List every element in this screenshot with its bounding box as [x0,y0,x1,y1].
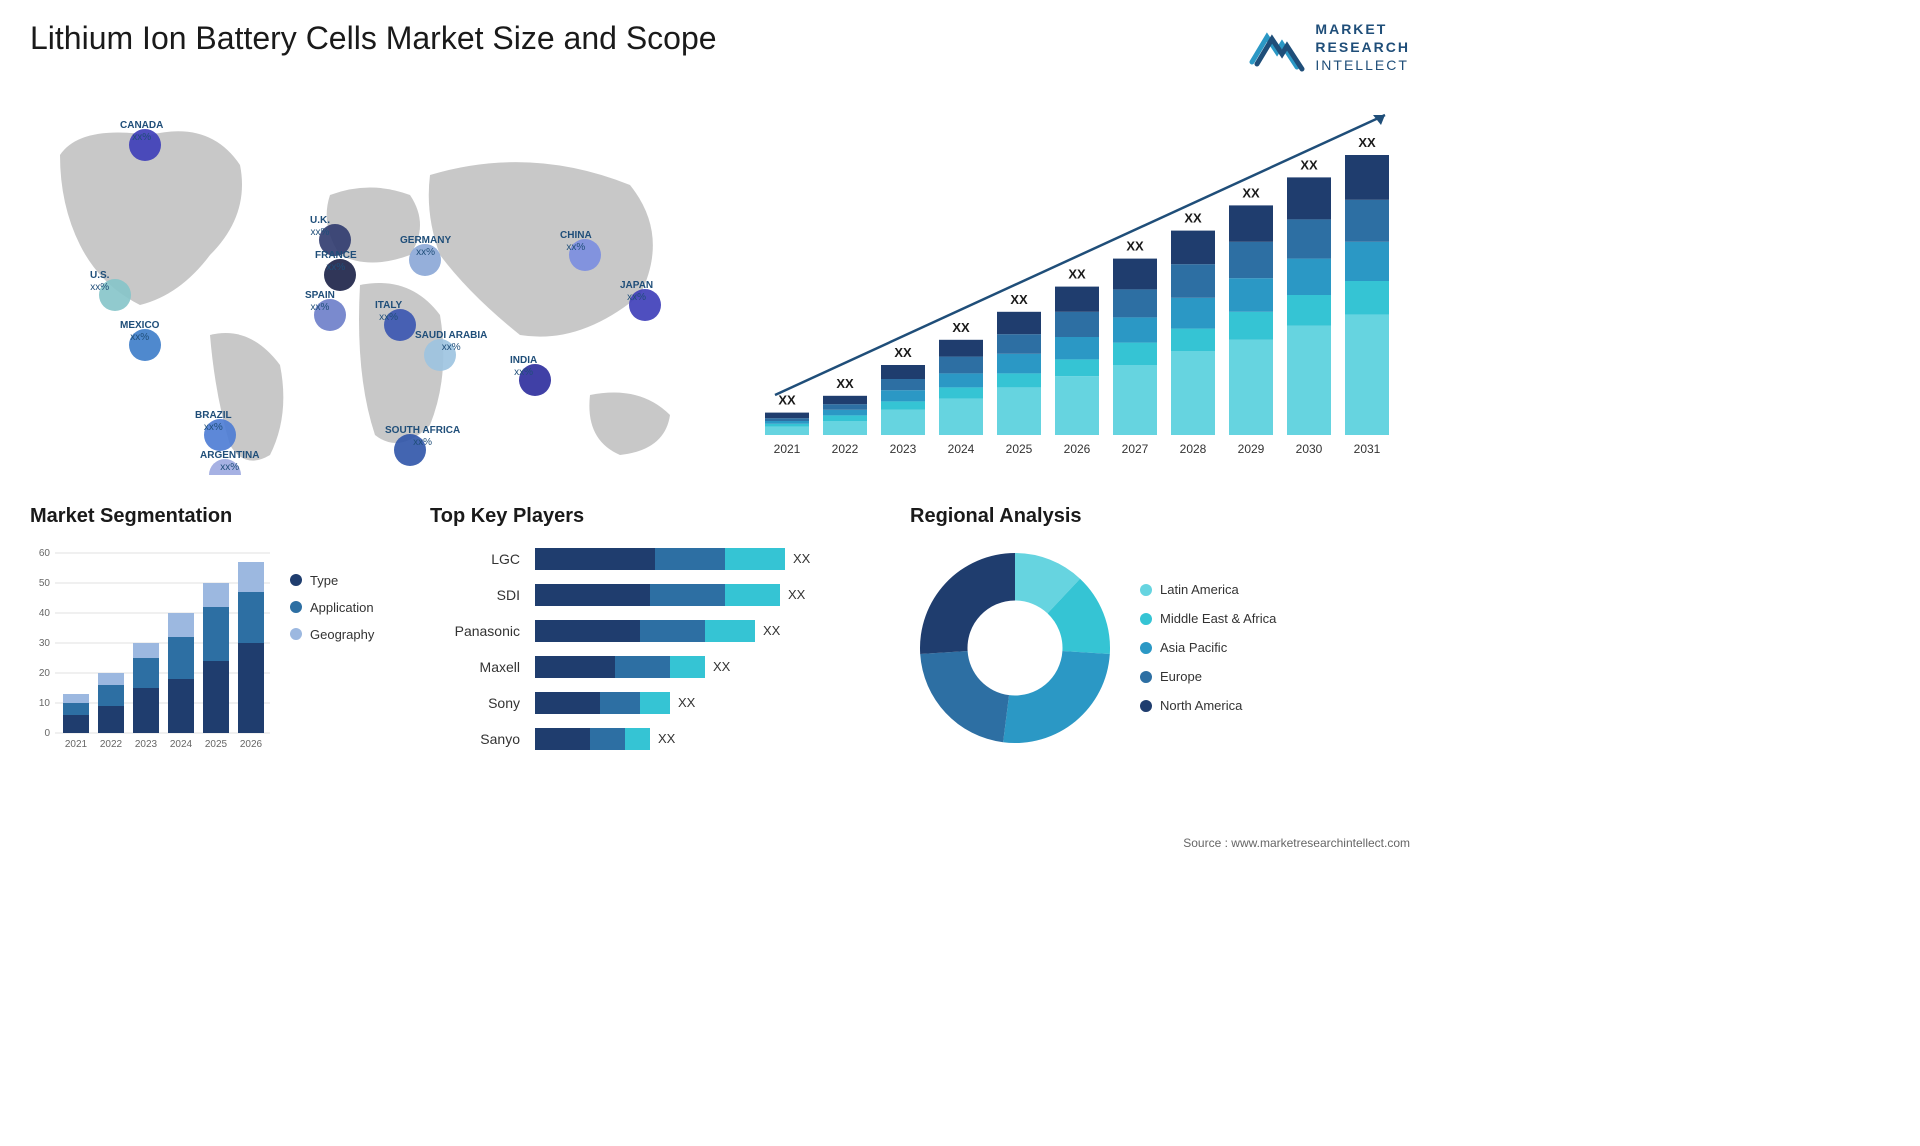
svg-text:2026: 2026 [1064,442,1091,456]
svg-text:60: 60 [39,548,51,559]
svg-text:50: 50 [39,578,51,589]
svg-text:2022: 2022 [100,739,123,750]
world-map: CANADAxx% U.S.xx% MEXICOxx% BRAZILxx% ARGENT… [30,95,710,475]
donut-chart [910,543,1120,753]
svg-text:10: 10 [39,698,51,709]
logo: MARKET RESEARCH INTELLECT [1247,20,1410,75]
legend-item: Application [290,600,374,615]
svg-text:2025: 2025 [1006,442,1033,456]
regional-title: Regional Analysis [910,505,1410,528]
map-svg [30,95,710,475]
map-label-spain: SPAINxx% [305,290,335,314]
svg-text:XX: XX [1010,291,1028,306]
growth-chart: XX XX XX XX XX XX XX XX XX XX XX 2021 2022 2023 2024 2… [740,95,1410,475]
logo-icon [1247,22,1307,72]
svg-text:XX: XX [952,319,970,334]
map-label-india: INDIAxx% [510,355,537,379]
svg-text:2021: 2021 [774,442,801,456]
top-row: CANADAxx% U.S.xx% MEXICOxx% BRAZILxx% ARGENT… [30,95,1410,475]
regional-section: Regional Analysis Latin America Middle Ea… [910,505,1410,753]
page-title: Lithium Ion Battery Cells Market Size an… [30,20,717,57]
svg-text:2023: 2023 [135,739,158,750]
svg-text:2026: 2026 [240,739,263,750]
svg-text:2028: 2028 [1180,442,1207,456]
player-label: SDI [430,584,520,606]
svg-text:2030: 2030 [1296,442,1323,456]
legend-item: Middle East & Africa [1140,611,1276,626]
map-label-japan: JAPANxx% [620,280,653,304]
player-row: XX [535,548,880,570]
svg-text:XX: XX [778,392,796,407]
svg-text:40: 40 [39,608,51,619]
svg-text:2025: 2025 [205,739,228,750]
map-label-u.k.: U.K.xx% [310,215,330,239]
svg-text:XX: XX [1358,135,1376,150]
svg-text:XX: XX [1184,210,1202,225]
map-label-germany: GERMANYxx% [400,235,451,259]
bottom-row: Market Segmentation 2021 2022 2023 2024 2025… [30,505,1410,753]
legend-item: Latin America [1140,582,1276,597]
logo-text: MARKET RESEARCH INTELLECT [1315,20,1410,75]
svg-text:XX: XX [1126,238,1144,253]
svg-text:2029: 2029 [1238,442,1265,456]
svg-text:XX: XX [836,375,854,390]
map-label-u.s.: U.S.xx% [90,270,109,294]
map-label-argentina: ARGENTINAxx% [200,450,259,474]
map-label-south-africa: SOUTH AFRICAxx% [385,425,460,449]
player-label: Sony [430,692,520,714]
map-label-canada: CANADAxx% [120,120,163,144]
svg-text:XX: XX [1068,266,1086,281]
player-row: XX [535,620,880,642]
players-labels: LGC SDI Panasonic Maxell Sony Sanyo [430,543,520,750]
segmentation-chart: 2021 2022 2023 2024 2025 2026 0 10 20 30 40 50 60 [30,543,270,753]
svg-text:20: 20 [39,668,51,679]
svg-text:2023: 2023 [890,442,917,456]
player-label: Panasonic [430,620,520,642]
player-label: Maxell [430,656,520,678]
legend-item: Asia Pacific [1140,640,1276,655]
source-text: Source : www.marketresearchintellect.com [1183,836,1410,850]
svg-text:2031: 2031 [1354,442,1381,456]
svg-text:XX: XX [1242,185,1260,200]
segmentation-title: Market Segmentation [30,505,400,528]
growth-chart-svg: XX XX XX XX XX XX XX XX XX XX XX 2021 2022 2023 2024 2… [740,95,1410,475]
map-label-france: FRANCExx% [315,250,357,274]
regional-legend: Latin America Middle East & Africa Asia Pa… [1140,582,1276,713]
player-row: XX [535,728,880,750]
svg-text:2022: 2022 [832,442,859,456]
legend-item: North America [1140,698,1276,713]
player-row: XX [535,656,880,678]
svg-text:30: 30 [39,638,51,649]
legend-item: Geography [290,627,374,642]
svg-text:2021: 2021 [65,739,88,750]
player-label: LGC [430,548,520,570]
players-section: Top Key Players LGC SDI Panasonic Maxell Son… [430,505,880,753]
svg-text:2024: 2024 [948,442,975,456]
svg-text:XX: XX [1300,157,1318,172]
map-label-mexico: MEXICOxx% [120,320,159,344]
player-row: XX [535,692,880,714]
map-label-brazil: BRAZILxx% [195,410,232,434]
svg-text:XX: XX [894,345,912,360]
player-label: Sanyo [430,728,520,750]
svg-text:2024: 2024 [170,739,193,750]
players-title: Top Key Players [430,505,880,528]
player-row: XX [535,584,880,606]
segmentation-legend: Type Application Geography [290,543,374,753]
map-label-saudi-arabia: SAUDI ARABIAxx% [415,330,487,354]
header: Lithium Ion Battery Cells Market Size an… [30,20,1410,75]
players-bars: XX XX XX XX XX XX [535,543,880,750]
legend-item: Type [290,573,374,588]
svg-text:0: 0 [44,728,50,739]
map-label-china: CHINAxx% [560,230,592,254]
svg-text:2027: 2027 [1122,442,1149,456]
map-label-italy: ITALYxx% [375,300,402,324]
legend-item: Europe [1140,669,1276,684]
segmentation-section: Market Segmentation 2021 2022 2023 2024 2025… [30,505,400,753]
